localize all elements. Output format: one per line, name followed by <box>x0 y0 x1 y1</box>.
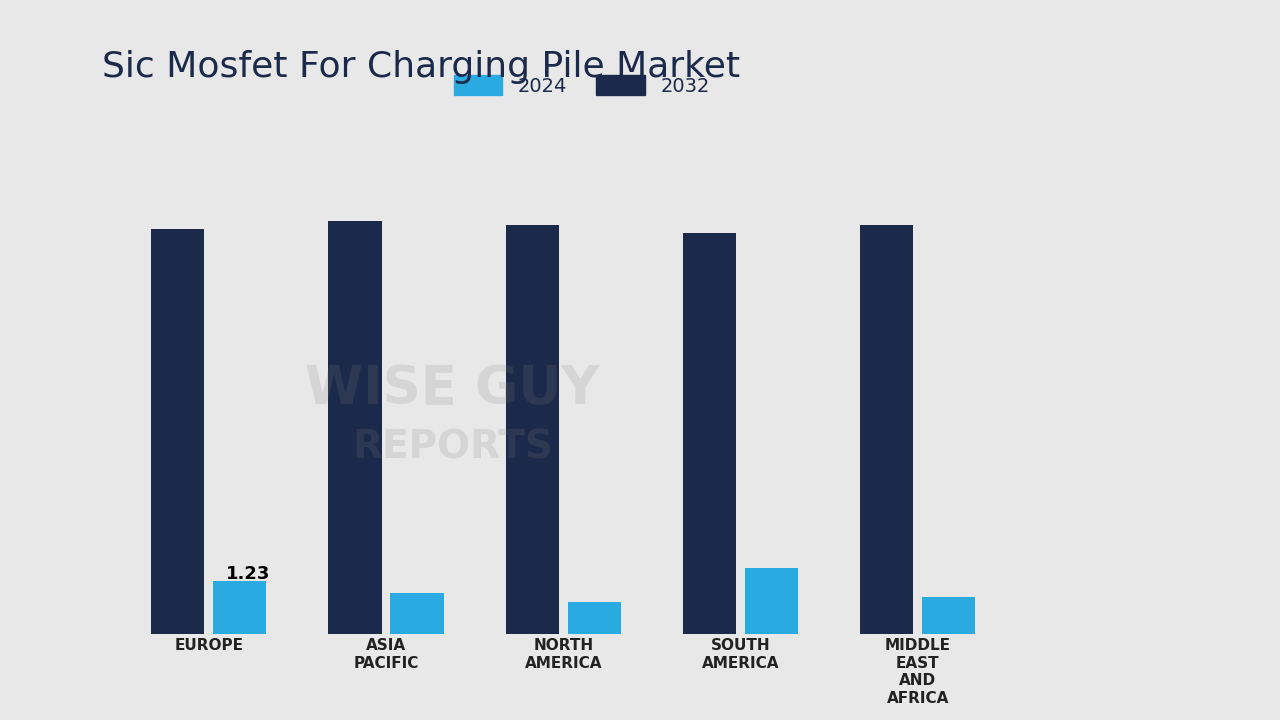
Text: REPORTS: REPORTS <box>352 428 553 467</box>
Bar <box>745 567 797 634</box>
Bar <box>506 225 559 634</box>
Bar <box>329 220 381 634</box>
Bar <box>682 233 736 634</box>
Bar <box>390 593 444 634</box>
Text: Sic Mosfet For Charging Pile Market: Sic Mosfet For Charging Pile Market <box>102 50 741 84</box>
Bar <box>567 602 621 634</box>
Legend: 2024, 2032: 2024, 2032 <box>444 66 719 106</box>
Text: 1.23: 1.23 <box>225 565 270 583</box>
Bar <box>214 581 266 634</box>
Bar <box>922 598 975 634</box>
Bar <box>860 225 913 634</box>
Text: WISE GUY: WISE GUY <box>306 363 600 415</box>
Bar <box>151 229 205 634</box>
